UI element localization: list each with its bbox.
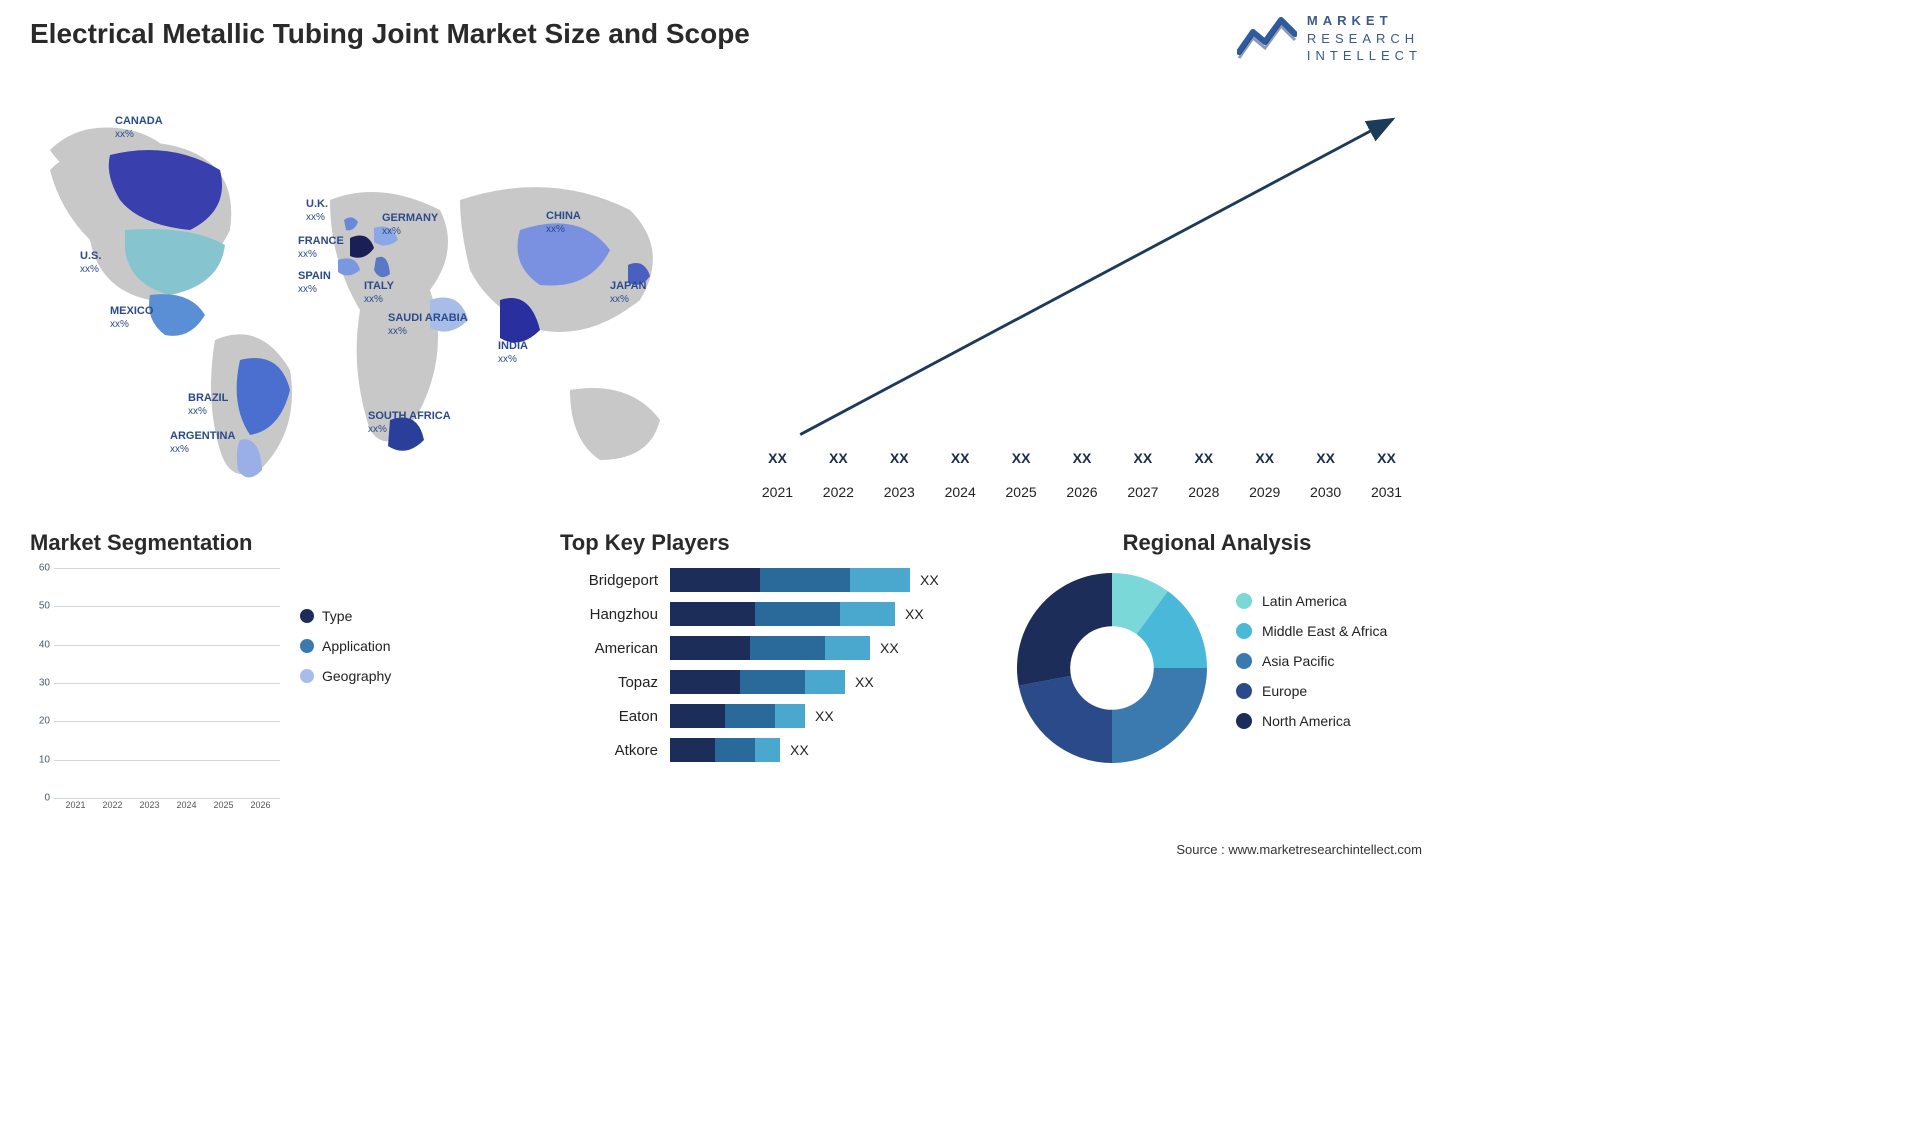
segmentation-legend: Type Application Geography [300,568,391,698]
seg-legend-item: Application [300,638,391,654]
growth-xaxis-label: 2028 [1178,478,1229,500]
player-row: BridgeportXX [560,568,980,592]
growth-chart: XXXXXXXXXXXXXXXXXXXXXX 20212022202320242… [742,100,1422,500]
regional-legend-item: North America [1236,713,1387,729]
map-label: BRAZILxx% [188,392,228,417]
players-title: Top Key Players [560,530,980,556]
regional-legend-item: Latin America [1236,593,1387,609]
segmentation-chart: 0102030405060 202120222023202420252026 [30,568,280,818]
source-caption: Source : www.marketresearchintellect.com [1176,842,1422,857]
players-section: Top Key Players BridgeportXX HangzhouXX Am… [560,530,980,772]
map-label: SPAINxx% [298,270,331,295]
player-row: HangzhouXX [560,602,980,626]
segmentation-section: Market Segmentation 0102030405060 202120… [30,530,450,818]
logo-line3: INTELLECT [1307,47,1422,65]
page-title: Electrical Metallic Tubing Joint Market … [30,18,750,50]
map-label: FRANCExx% [298,235,344,260]
player-row: AtkoreXX [560,738,980,762]
regional-legend-item: Asia Pacific [1236,653,1387,669]
growth-xaxis-label: 2021 [752,478,803,500]
growth-xaxis-label: 2026 [1057,478,1108,500]
growth-xaxis-label: 2024 [935,478,986,500]
regional-legend-item: Middle East & Africa [1236,623,1387,639]
map-label: INDIAxx% [498,340,528,365]
map-label: MEXICOxx% [110,305,153,330]
world-map: CANADAxx% U.S.xx% MEXICOxx% BRAZILxx% ARGENT… [30,90,700,500]
regional-section: Regional Analysis Latin America Middle Ea… [1012,530,1422,768]
logo-mark-icon [1237,12,1297,65]
segmentation-title: Market Segmentation [30,530,450,556]
growth-xaxis-label: 2027 [1117,478,1168,500]
growth-xaxis-label: 2025 [996,478,1047,500]
logo-line1: MARKET [1307,12,1422,30]
player-row: AmericanXX [560,636,980,660]
map-label: CHINAxx% [546,210,581,235]
map-label: U.K.xx% [306,198,328,223]
regional-legend: Latin America Middle East & Africa Asia Pa… [1236,593,1387,743]
map-label: CANADAxx% [115,115,163,140]
player-row: EatonXX [560,704,980,728]
regional-legend-item: Europe [1236,683,1387,699]
growth-xaxis-label: 2031 [1361,478,1412,500]
map-label: SOUTH AFRICAxx% [368,410,451,435]
growth-xaxis-label: 2023 [874,478,925,500]
logo-line2: RESEARCH [1307,30,1422,48]
regional-donut [1012,568,1212,768]
map-label: SAUDI ARABIAxx% [388,312,468,337]
seg-legend-item: Geography [300,668,391,684]
growth-xaxis-label: 2030 [1300,478,1351,500]
brand-logo: MARKET RESEARCH INTELLECT [1237,12,1422,65]
seg-legend-item: Type [300,608,391,624]
growth-xaxis-label: 2022 [813,478,864,500]
map-label: GERMANYxx% [382,212,438,237]
player-row: TopazXX [560,670,980,694]
regional-title: Regional Analysis [1012,530,1422,556]
map-label: ITALYxx% [364,280,394,305]
map-label: JAPANxx% [610,280,646,305]
map-label: U.S.xx% [80,250,101,275]
growth-xaxis-label: 2029 [1239,478,1290,500]
map-label: ARGENTINAxx% [170,430,235,455]
